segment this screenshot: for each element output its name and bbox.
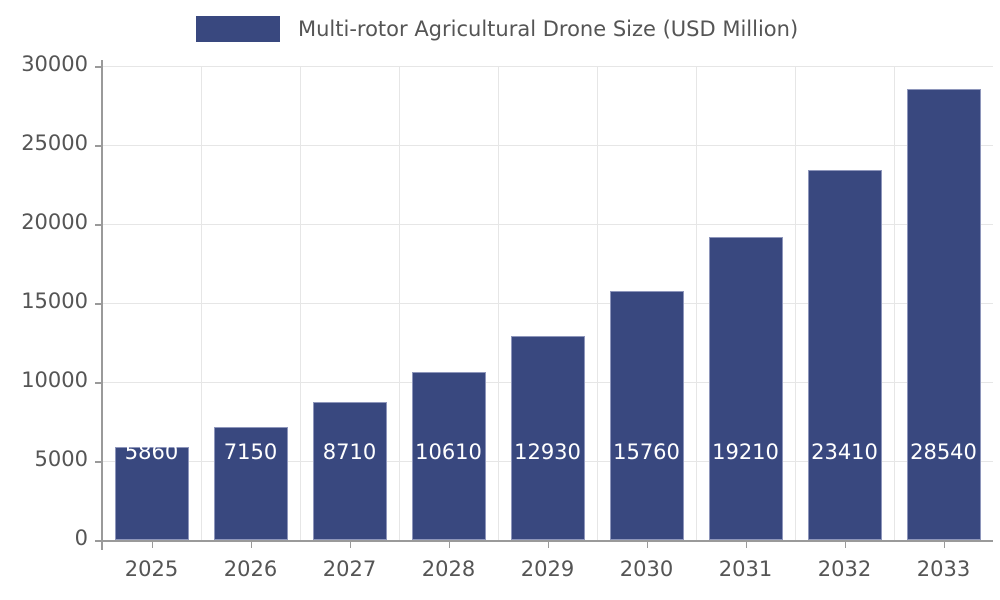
chart-legend[interactable]: Multi-rotor Agricultural Drone Size (USD… [196, 14, 798, 44]
gridline-vertical [597, 66, 598, 540]
y-axis-tick [95, 66, 102, 68]
gridline-horizontal [102, 145, 993, 146]
bar-2029[interactable] [510, 335, 585, 540]
bar-2028[interactable] [411, 372, 486, 540]
x-axis-tick-label: 2027 [322, 557, 377, 581]
x-axis-tick-label: 2028 [421, 557, 476, 581]
gridline-vertical [696, 66, 697, 540]
bar-2026[interactable] [213, 427, 288, 540]
gridline-horizontal [102, 224, 993, 225]
y-axis-tick [95, 303, 102, 305]
legend-color-swatch [196, 16, 280, 42]
x-axis-tick [349, 540, 351, 548]
y-axis-tick-label: 30000 [21, 52, 88, 76]
x-axis-tick [745, 540, 747, 548]
bar-value-label-2033: 28540 [910, 440, 977, 464]
gridline-horizontal [102, 303, 993, 304]
y-axis-tick-label: 0 [74, 526, 88, 550]
legend-label: Multi-rotor Agricultural Drone Size (USD… [298, 17, 799, 41]
x-axis-tick-label: 2031 [718, 557, 773, 581]
bar-value-label-2031: 19210 [712, 440, 779, 464]
x-axis-tick-label: 2029 [520, 557, 575, 581]
bar-value-label-2026: 7150 [223, 440, 278, 464]
y-axis-line [101, 60, 103, 550]
x-axis-tick [151, 540, 153, 548]
bar-2025[interactable] [114, 447, 189, 540]
bar-2032[interactable] [807, 170, 882, 540]
y-axis-tick-label: 25000 [21, 131, 88, 155]
gridline-vertical [894, 66, 895, 540]
bar-2030[interactable] [609, 291, 684, 540]
y-axis-tick-label: 5000 [34, 447, 88, 471]
y-axis-tick-label: 20000 [21, 210, 88, 234]
y-axis-tick [95, 224, 102, 226]
x-axis-tick-label: 2025 [124, 557, 179, 581]
y-axis-labels: 0 5000 10000 15000 20000 25000 30000 [0, 0, 88, 600]
gridline-vertical [201, 66, 202, 540]
bar-value-label-2029: 12930 [514, 440, 581, 464]
gridline-vertical [399, 66, 400, 540]
x-axis-tick [943, 540, 945, 548]
gridline-vertical [498, 66, 499, 540]
bar-value-label-2032: 23410 [811, 440, 878, 464]
y-axis-tick [95, 145, 102, 147]
x-axis-tick-label: 2032 [817, 557, 872, 581]
y-axis-tick [95, 461, 102, 463]
x-axis-tick-label: 2030 [619, 557, 674, 581]
x-axis-tick [448, 540, 450, 548]
bar-value-label-2030: 15760 [613, 440, 680, 464]
y-axis-tick [95, 540, 102, 542]
bar-2027[interactable] [312, 402, 387, 540]
gridline-horizontal [102, 66, 993, 67]
x-axis-tick [547, 540, 549, 548]
bar-value-label-2028: 10610 [415, 440, 482, 464]
gridline-vertical [300, 66, 301, 540]
bar-value-label-2027: 8710 [322, 440, 377, 464]
x-axis-tick [646, 540, 648, 548]
bar-2033[interactable] [906, 89, 981, 540]
plot-area: 5860 7150 8710 10610 12930 15760 19210 23410 285… [102, 66, 993, 541]
bar-value-label-2025: 5860 [124, 440, 179, 464]
x-axis-tick-label: 2026 [223, 557, 278, 581]
x-axis-tick [250, 540, 252, 548]
y-axis-tick [95, 382, 102, 384]
gridline-vertical [795, 66, 796, 540]
x-axis-tick [844, 540, 846, 548]
bar-2031[interactable] [708, 236, 783, 540]
x-axis-tick-label: 2033 [916, 557, 971, 581]
y-axis-tick-label: 15000 [21, 289, 88, 313]
y-axis-tick-label: 10000 [21, 368, 88, 392]
